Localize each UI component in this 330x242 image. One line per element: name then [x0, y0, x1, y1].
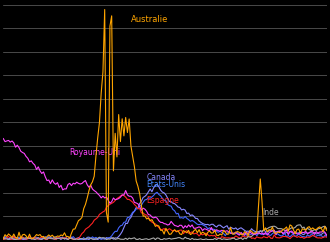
Text: Inde: Inde: [262, 208, 279, 217]
Text: Espagne: Espagne: [147, 196, 180, 205]
Text: États-Unis: États-Unis: [147, 180, 186, 189]
Text: Royaume-Uni: Royaume-Uni: [70, 148, 121, 157]
Text: Australie: Australie: [131, 15, 168, 24]
Text: Canada: Canada: [147, 173, 176, 182]
